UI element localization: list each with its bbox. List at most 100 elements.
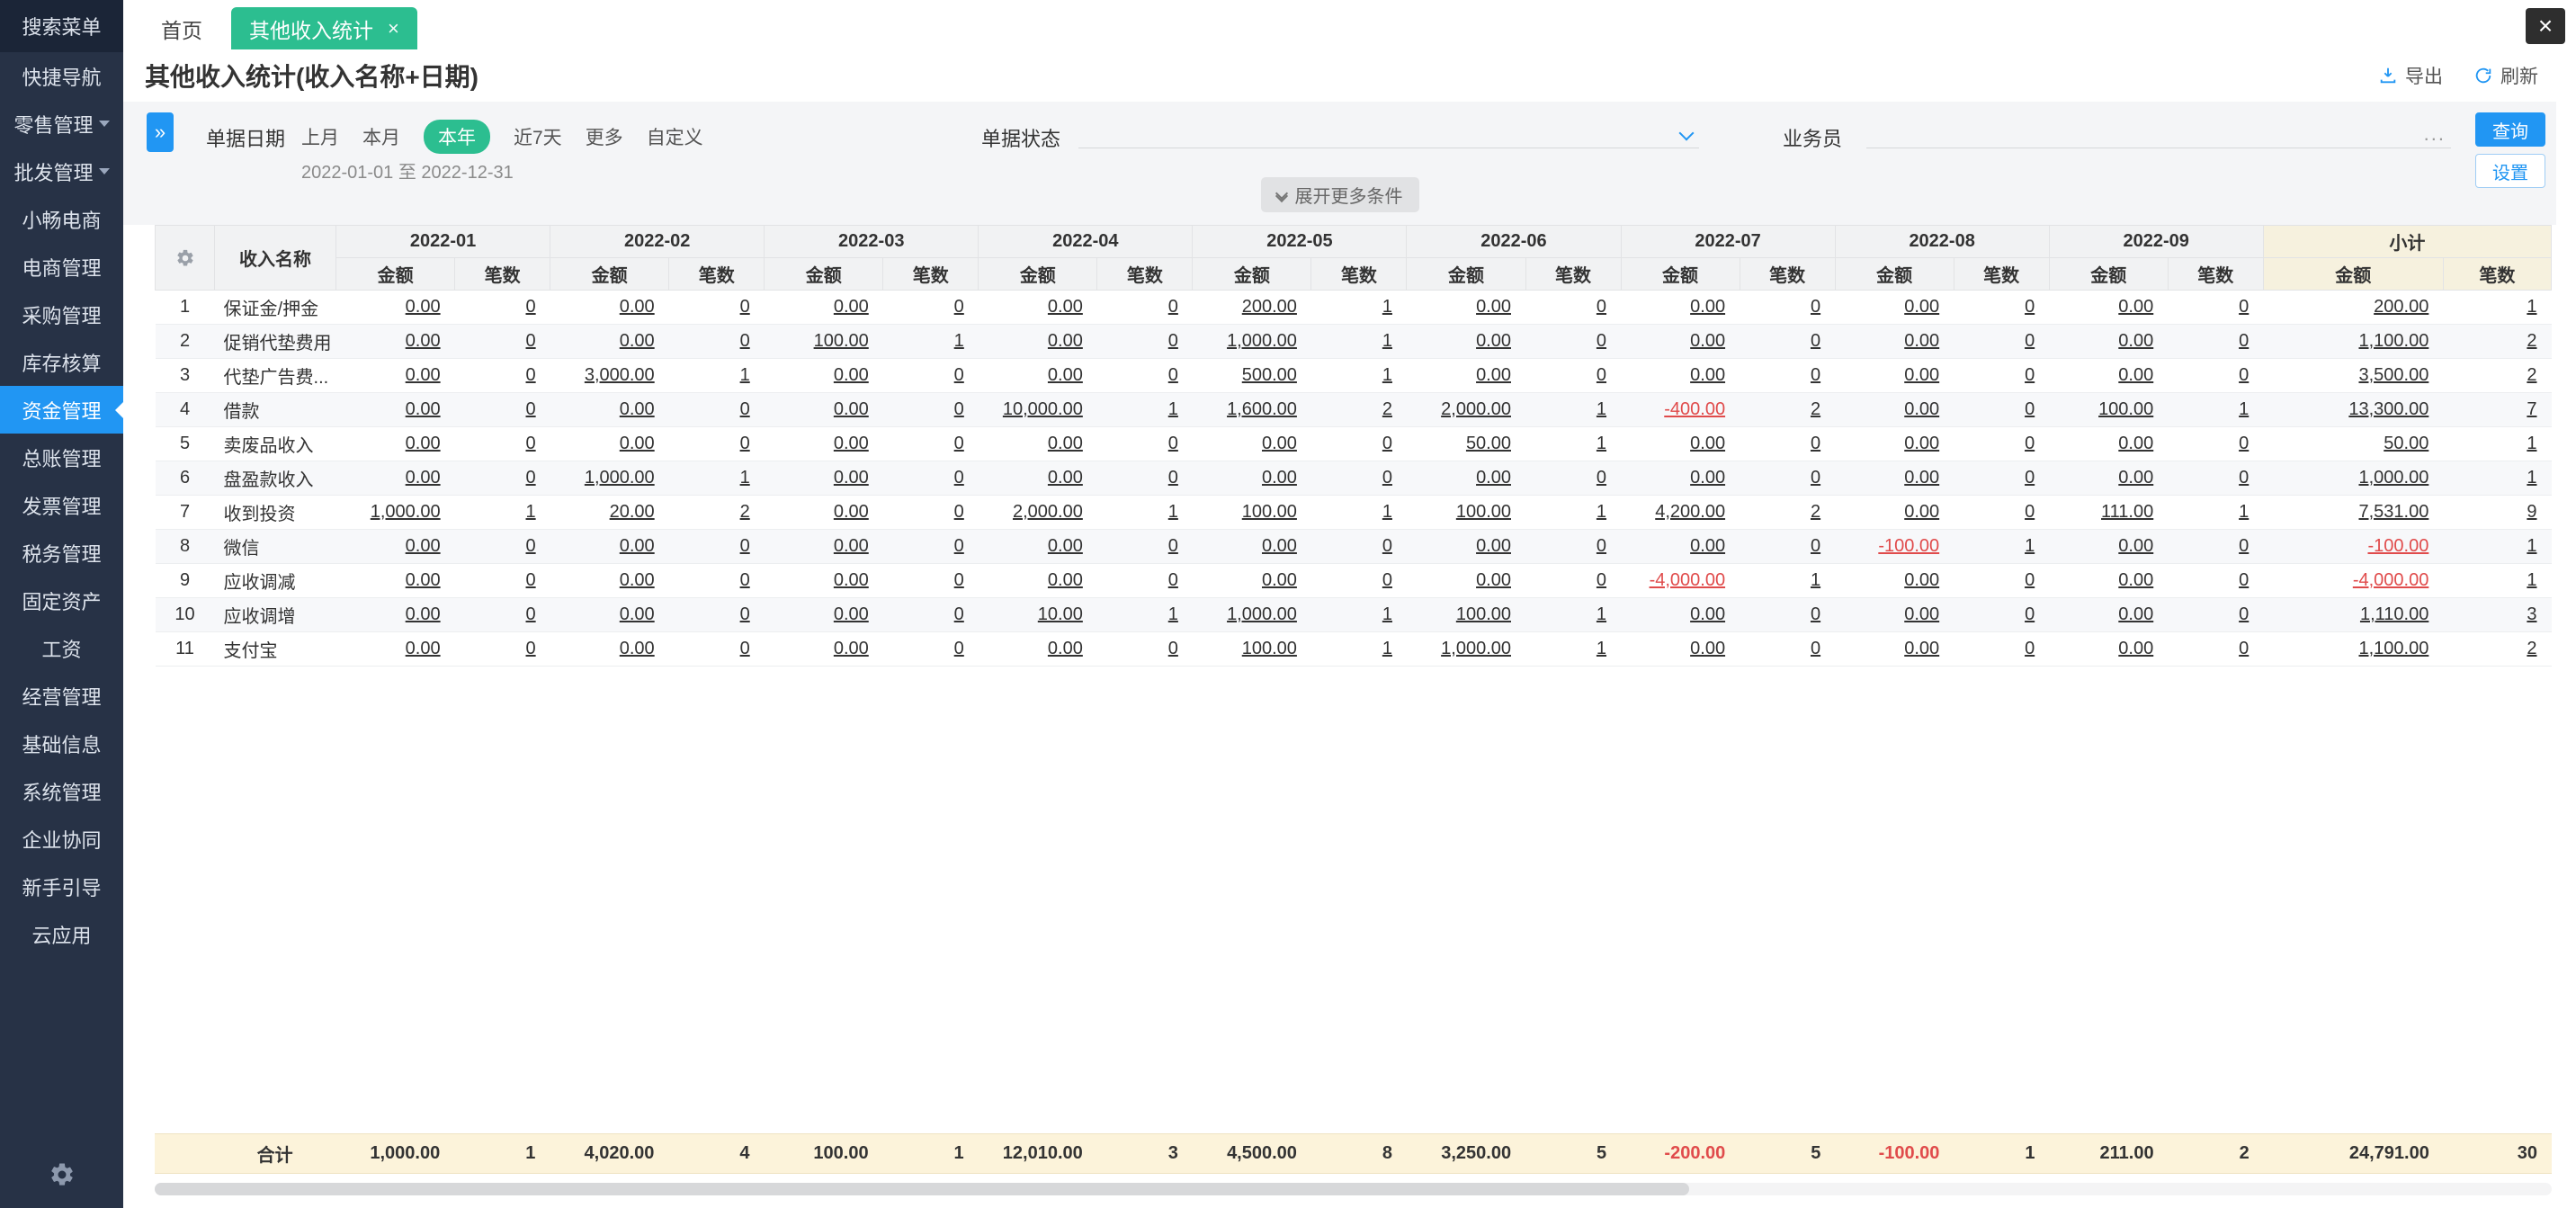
drilldown-link[interactable]: 0 [739, 331, 750, 351]
drilldown-link[interactable]: 0 [2025, 639, 2035, 658]
drilldown-link[interactable]: 0 [953, 570, 964, 590]
sidebar-item-20[interactable]: 云应用 [0, 910, 123, 958]
drilldown-link[interactable]: 111.00 [2101, 502, 2154, 522]
drilldown-link[interactable]: 0.00 [405, 365, 441, 385]
drilldown-link[interactable]: 1 [2527, 468, 2537, 488]
drilldown-link[interactable]: 0.00 [2118, 365, 2154, 385]
drilldown-link[interactable]: 0 [2025, 365, 2035, 385]
count-header[interactable]: 笔数 [454, 257, 551, 291]
drilldown-link[interactable]: 0 [1810, 468, 1821, 488]
amount-header[interactable]: 金额 [2048, 257, 2169, 291]
drilldown-link[interactable]: 2,000.00 [1441, 399, 1511, 419]
drilldown-link[interactable]: 0.00 [1904, 297, 1940, 317]
drilldown-link[interactable]: 0.00 [1690, 331, 1726, 351]
sidebar-item-5[interactable]: 小畅电商 [0, 195, 123, 243]
drilldown-link[interactable]: 0.00 [1690, 365, 1726, 385]
drilldown-link[interactable]: 0.00 [1047, 434, 1083, 453]
sidebar-settings-button[interactable] [0, 1145, 123, 1208]
month-header[interactable]: 2022-05 [1192, 225, 1408, 258]
date-option-1[interactable]: 上月 [301, 128, 339, 148]
drilldown-link[interactable]: 0.00 [1261, 468, 1297, 488]
drilldown-link[interactable]: 3,500.00 [2358, 365, 2429, 385]
date-option-4[interactable]: 近7天 [514, 128, 562, 148]
drilldown-link[interactable]: 9 [2527, 502, 2537, 522]
drilldown-link[interactable]: 1 [739, 365, 750, 385]
drilldown-link[interactable]: 0 [2025, 331, 2035, 351]
drilldown-link[interactable]: 0 [1167, 536, 1178, 556]
drilldown-link[interactable]: 10,000.00 [1002, 399, 1083, 419]
sidebar-item-6[interactable]: 电商管理 [0, 243, 123, 291]
sidebar-item-10[interactable]: 总账管理 [0, 434, 123, 481]
date-option-2[interactable]: 本月 [362, 128, 400, 148]
drilldown-link[interactable]: 0 [1167, 468, 1178, 488]
drilldown-link[interactable]: 0 [525, 639, 536, 658]
drilldown-link[interactable]: 0 [1810, 639, 1821, 658]
drilldown-link[interactable]: 0.00 [833, 639, 869, 658]
drilldown-link[interactable]: 2 [2527, 639, 2537, 658]
drilldown-link[interactable]: 50.00 [2384, 434, 2429, 453]
drilldown-link[interactable]: 0.00 [1690, 468, 1726, 488]
expand-more-button[interactable]: 展开更多条件 [1260, 177, 1419, 212]
drilldown-link[interactable]: 0 [1810, 365, 1821, 385]
drilldown-link[interactable]: 0.00 [2118, 639, 2154, 658]
sidebar-item-12[interactable]: 税务管理 [0, 529, 123, 577]
drilldown-link[interactable]: 0 [739, 399, 750, 419]
drilldown-link[interactable]: 0 [525, 570, 536, 590]
drilldown-link[interactable]: 0.00 [1904, 570, 1940, 590]
count-header[interactable]: 笔数 [2442, 257, 2553, 291]
drilldown-link[interactable]: 0 [1596, 468, 1607, 488]
drilldown-link[interactable]: 0 [1382, 468, 1392, 488]
drilldown-link[interactable]: 1 [1382, 604, 1392, 624]
drilldown-link[interactable]: 0 [1810, 604, 1821, 624]
drilldown-link[interactable]: 1,600.00 [1227, 399, 1297, 419]
drilldown-link[interactable]: 0.00 [833, 604, 869, 624]
drilldown-link[interactable]: 1 [1382, 639, 1392, 658]
drilldown-link[interactable]: 100.00 [1241, 502, 1297, 522]
amount-header[interactable]: 金额 [764, 257, 884, 291]
drilldown-link[interactable]: 0.00 [405, 331, 441, 351]
drilldown-link[interactable]: 0 [1167, 570, 1178, 590]
drilldown-link[interactable]: 0.00 [833, 297, 869, 317]
drilldown-link[interactable]: 0 [739, 536, 750, 556]
drilldown-link[interactable]: 0.00 [405, 570, 441, 590]
drilldown-link[interactable]: 0 [2239, 570, 2250, 590]
drilldown-link[interactable]: 1 [1596, 434, 1607, 453]
drilldown-link[interactable]: 1 [2239, 399, 2250, 419]
drilldown-link[interactable]: 0.00 [833, 365, 869, 385]
amount-header[interactable]: 金额 [978, 257, 1098, 291]
drilldown-link[interactable]: 0 [525, 604, 536, 624]
drilldown-link[interactable]: 0.00 [619, 297, 655, 317]
drilldown-link[interactable]: -4,000.00 [1649, 570, 1726, 590]
drilldown-link[interactable]: 0.00 [1904, 502, 1940, 522]
drilldown-link[interactable]: 0.00 [405, 639, 441, 658]
drilldown-link[interactable]: 0.00 [619, 331, 655, 351]
drilldown-link[interactable]: 3,000.00 [584, 365, 655, 385]
drilldown-link[interactable]: 0.00 [1476, 468, 1511, 488]
sidebar-item-15[interactable]: 经营管理 [0, 672, 123, 720]
date-option-5[interactable]: 更多 [585, 128, 623, 148]
drilldown-link[interactable]: 0 [2025, 399, 2035, 419]
drilldown-link[interactable]: 1 [953, 331, 964, 351]
sidebar-item-11[interactable]: 发票管理 [0, 481, 123, 529]
drilldown-link[interactable]: 0 [2025, 604, 2035, 624]
drilldown-link[interactable]: 0.00 [1261, 536, 1297, 556]
count-header[interactable]: 笔数 [882, 257, 979, 291]
status-select[interactable] [1078, 112, 1699, 148]
drilldown-link[interactable]: 1 [2527, 297, 2537, 317]
drilldown-link[interactable]: 0.00 [1047, 536, 1083, 556]
drilldown-link[interactable]: 0.00 [833, 399, 869, 419]
drilldown-link[interactable]: 1 [1382, 297, 1392, 317]
drilldown-link[interactable]: 1 [1596, 639, 1607, 658]
drilldown-link[interactable]: 1,000.00 [1441, 639, 1511, 658]
drilldown-link[interactable]: 0 [2239, 639, 2250, 658]
column-settings-button[interactable] [154, 225, 216, 291]
drilldown-link[interactable]: 0 [525, 297, 536, 317]
drilldown-link[interactable]: 0.00 [833, 502, 869, 522]
count-header[interactable]: 笔数 [1310, 257, 1408, 291]
date-option-3[interactable]: 本年 [424, 120, 490, 154]
drilldown-link[interactable]: 0 [953, 399, 964, 419]
drilldown-link[interactable]: 100.00 [1241, 639, 1297, 658]
drilldown-link[interactable]: 1,100.00 [2358, 331, 2429, 351]
more-options-button[interactable]: ... [2423, 122, 2446, 145]
subtotal-header[interactable]: 小计 [2262, 225, 2553, 258]
